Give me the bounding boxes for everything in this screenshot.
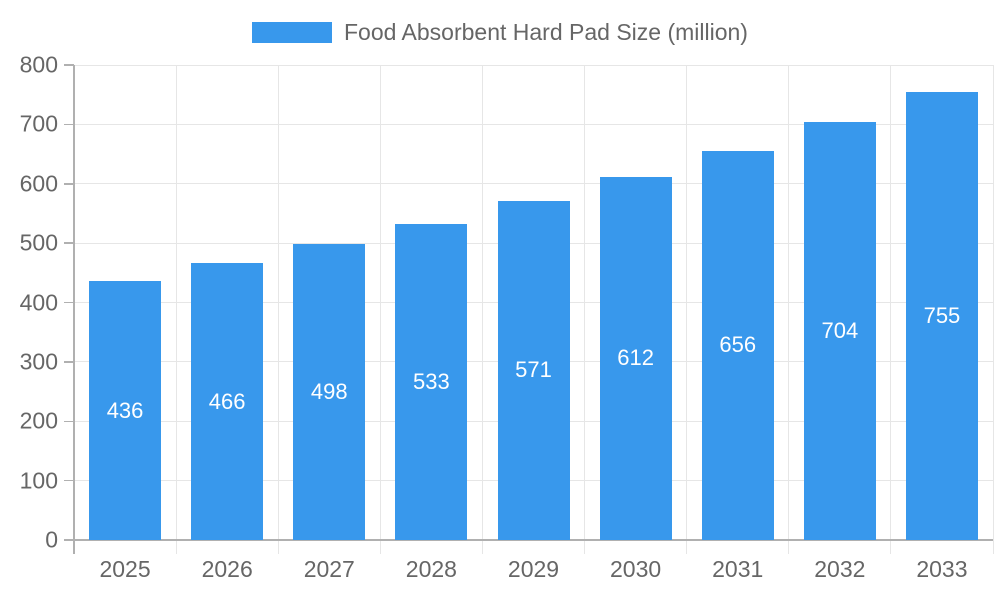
gridline-horizontal bbox=[74, 64, 993, 66]
bar[interactable] bbox=[395, 223, 468, 540]
gridline-horizontal bbox=[74, 123, 993, 125]
y-tick-label: 300 bbox=[19, 348, 58, 375]
gridline-vertical bbox=[686, 65, 688, 554]
x-tick-label: 2033 bbox=[916, 556, 968, 582]
bar[interactable] bbox=[89, 281, 162, 540]
x-tick-label: 2025 bbox=[99, 556, 151, 582]
bar[interactable] bbox=[191, 263, 264, 540]
bar[interactable] bbox=[293, 244, 366, 540]
bar[interactable] bbox=[497, 200, 570, 540]
gridline-horizontal bbox=[74, 183, 993, 185]
y-tick-label: 100 bbox=[19, 467, 58, 494]
bar-value-label: 466 bbox=[208, 388, 246, 414]
gridline-vertical bbox=[277, 65, 279, 554]
x-tick-label: 2030 bbox=[610, 556, 662, 582]
y-axis-tick bbox=[64, 123, 74, 126]
gridline-vertical bbox=[992, 65, 994, 554]
x-tick-label: 2028 bbox=[405, 556, 457, 582]
bar[interactable] bbox=[803, 122, 876, 540]
gridline-vertical bbox=[788, 65, 790, 554]
y-tick-label: 700 bbox=[19, 110, 58, 137]
gridline-vertical bbox=[481, 65, 483, 554]
x-axis-line bbox=[64, 539, 993, 541]
gridline-vertical bbox=[175, 65, 177, 554]
legend-label: Food Absorbent Hard Pad Size (million) bbox=[344, 18, 748, 45]
bar-value-label: 436 bbox=[106, 397, 144, 423]
y-axis-line bbox=[73, 65, 75, 554]
y-tick-label: 600 bbox=[19, 170, 58, 197]
y-axis-tick bbox=[64, 479, 74, 482]
bar-value-label: 656 bbox=[719, 332, 757, 358]
y-tick-label: 800 bbox=[19, 51, 58, 78]
y-axis-tick bbox=[64, 361, 74, 363]
bar-value-label: 755 bbox=[923, 302, 961, 328]
x-tick-label: 2031 bbox=[712, 556, 764, 582]
bar[interactable] bbox=[701, 150, 774, 540]
bar[interactable] bbox=[905, 91, 978, 540]
x-tick-label: 2026 bbox=[201, 556, 253, 582]
gridline-vertical bbox=[584, 65, 586, 554]
y-axis-tick bbox=[64, 183, 74, 185]
bar-value-label: 533 bbox=[413, 368, 450, 394]
gridline-vertical bbox=[890, 65, 892, 554]
legend-swatch bbox=[252, 21, 332, 43]
bar-value-label: 571 bbox=[515, 357, 552, 383]
y-axis-tick bbox=[64, 64, 74, 66]
x-tick-label: 2027 bbox=[303, 556, 355, 582]
bar[interactable] bbox=[599, 176, 672, 540]
bar-value-label: 498 bbox=[310, 379, 348, 405]
y-axis-tick bbox=[64, 301, 74, 304]
y-tick-label: 200 bbox=[19, 407, 58, 434]
y-tick-label: 0 bbox=[45, 526, 58, 553]
x-tick-label: 2029 bbox=[507, 556, 560, 582]
y-tick-label: 400 bbox=[19, 289, 58, 315]
chart-legend[interactable]: Food Absorbent Hard Pad Size (million) bbox=[0, 14, 1000, 50]
y-axis-tick bbox=[64, 420, 74, 422]
gridline-vertical bbox=[379, 65, 381, 554]
bar-value-label: 704 bbox=[821, 318, 859, 343]
bar-value-label: 612 bbox=[617, 345, 654, 371]
x-tick-label: 2032 bbox=[814, 556, 866, 582]
y-axis-tick bbox=[64, 242, 74, 244]
y-tick-label: 500 bbox=[19, 229, 58, 256]
